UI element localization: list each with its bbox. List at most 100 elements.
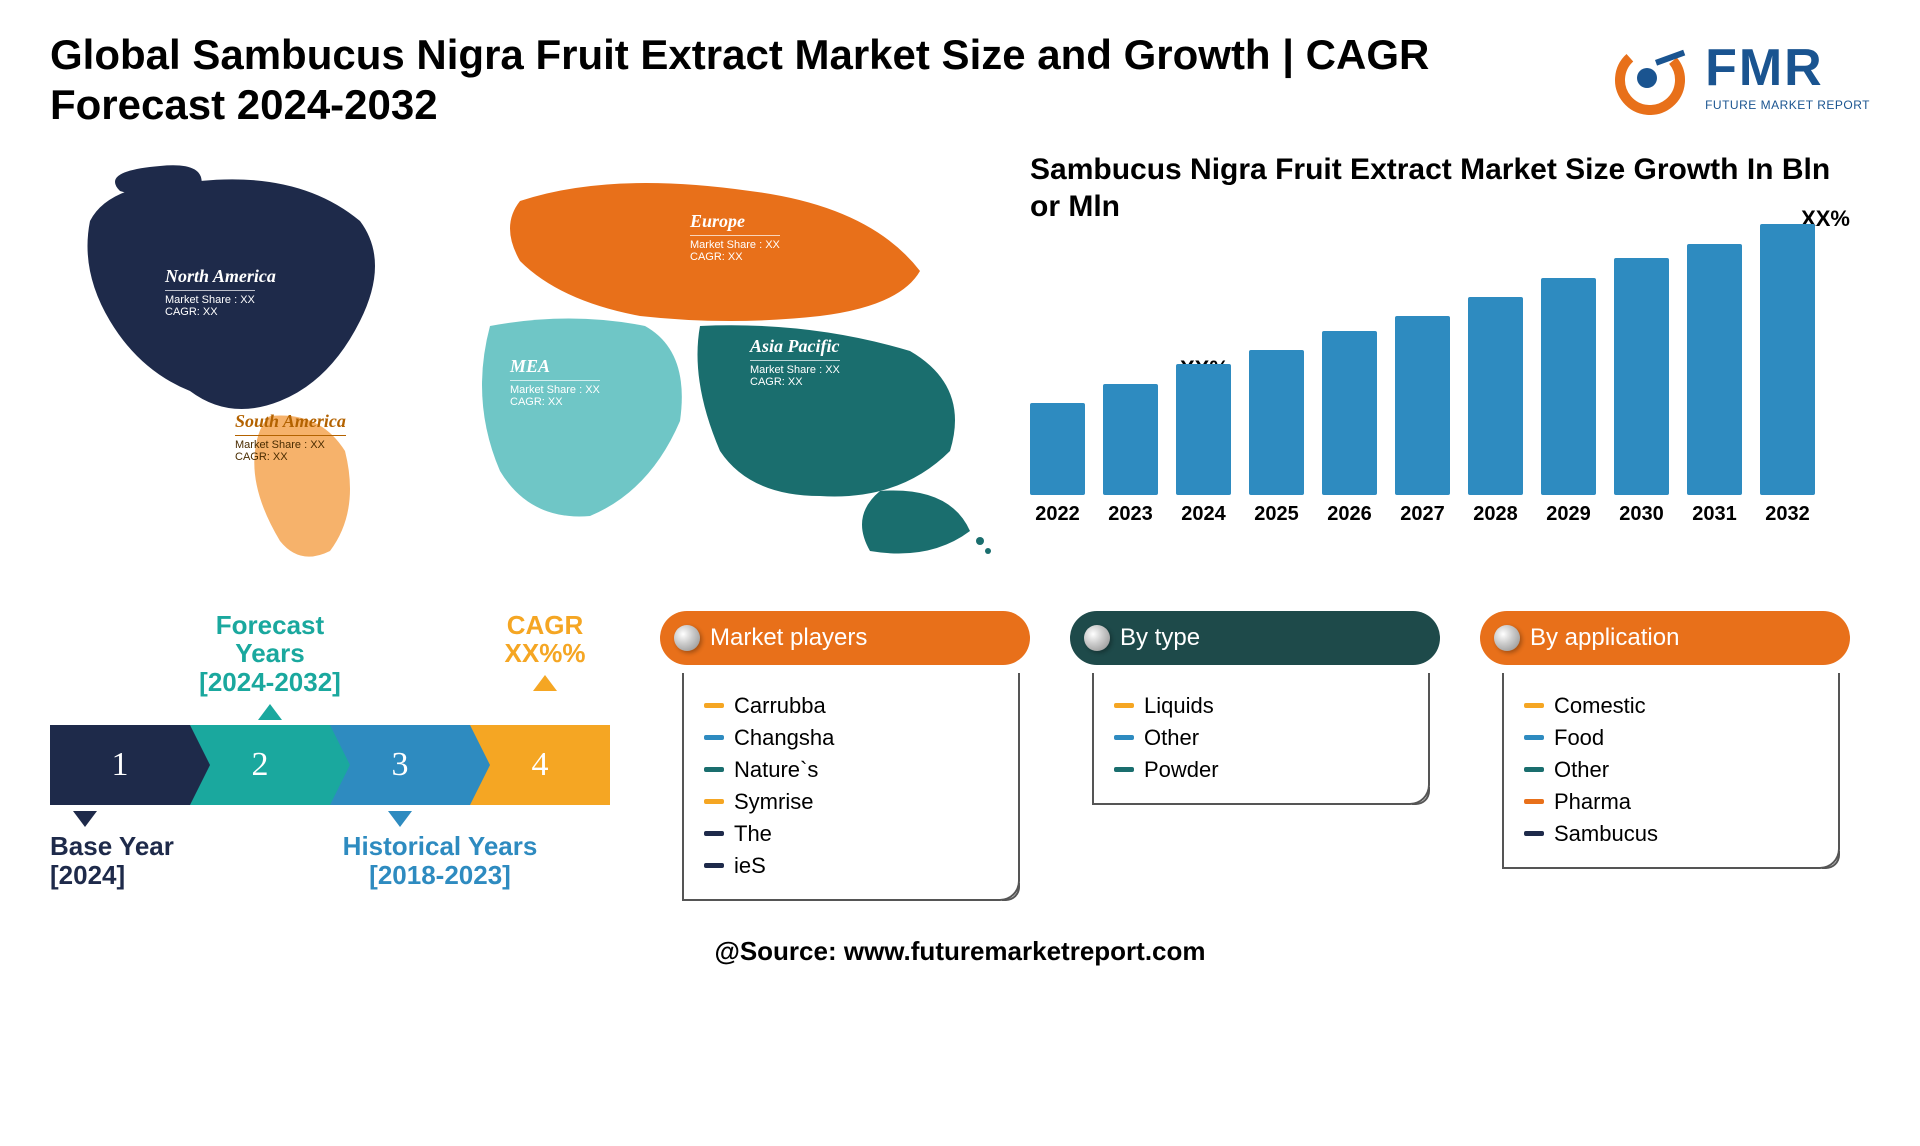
category-pill: By type <box>1070 611 1440 665</box>
bar-year-label: 2032 <box>1765 503 1810 526</box>
bar-year-label: 2025 <box>1254 503 1299 526</box>
list-dash-icon <box>704 799 724 804</box>
bar <box>1687 244 1742 495</box>
timeline-segment: 4 <box>470 725 610 805</box>
list-item: The <box>704 821 1008 847</box>
timeline-base: Base Year[2024] <box>50 832 230 889</box>
list-item-label: Liquids <box>1144 693 1214 719</box>
bar-col: 2025 <box>1249 350 1304 526</box>
category-pill: By application <box>1480 611 1850 665</box>
bar <box>1395 316 1450 495</box>
list-item-label: The <box>734 821 772 847</box>
list-item: Pharma <box>1524 789 1828 815</box>
list-item: Comestic <box>1524 693 1828 719</box>
bar <box>1103 384 1158 495</box>
list-item: Other <box>1524 757 1828 783</box>
bar-col: 2030 <box>1614 258 1669 526</box>
bar-year-label: 2027 <box>1400 503 1445 526</box>
list-item: Other <box>1114 725 1418 751</box>
list-item-label: Changsha <box>734 725 834 751</box>
bar-year-label: 2030 <box>1619 503 1664 526</box>
list-item: Nature`s <box>704 757 1008 783</box>
region-ap-cagr: CAGR: XX <box>750 376 803 388</box>
region-na-label: North America <box>165 266 276 287</box>
bar-col: 2027 <box>1395 316 1450 526</box>
list-item-label: Food <box>1554 725 1604 751</box>
region-na-cagr: CAGR: XX <box>165 306 218 318</box>
timeline-bar: 1234 <box>50 725 630 805</box>
list-dash-icon <box>704 831 724 836</box>
bar-col: 2023 <box>1103 384 1158 526</box>
logo: FMR FUTURE MARKET REPORT <box>1605 30 1870 120</box>
list-item-label: Comestic <box>1554 693 1646 719</box>
list-dash-icon <box>704 735 724 740</box>
list-item: Liquids <box>1114 693 1418 719</box>
region-sa-cagr: CAGR: XX <box>235 451 346 463</box>
bar-col: 2032 <box>1760 224 1815 525</box>
list-dash-icon <box>704 767 724 772</box>
timeline: Forecast Years[2024-2032] CAGRXX%% 1234 … <box>50 611 630 890</box>
timeline-historical: Historical Years[2018-2023] <box>320 832 560 889</box>
bar <box>1760 224 1815 494</box>
bar-col: 2022 <box>1030 403 1085 526</box>
list-item-label: Nature`s <box>734 757 818 783</box>
list-dash-icon <box>1114 703 1134 708</box>
bar-year-label: 2031 <box>1692 503 1737 526</box>
bar-col: 2029 <box>1541 278 1596 526</box>
bar-col: 2024 <box>1176 364 1231 525</box>
category-body: Comestic Food Other Pharma Sambucus <box>1502 673 1840 869</box>
timeline-cagr: CAGRXX%% <box>480 611 610 725</box>
list-item-label: Sambucus <box>1554 821 1658 847</box>
bar-year-label: 2022 <box>1035 503 1080 526</box>
bar-year-label: 2024 <box>1181 503 1226 526</box>
category-body: Liquids Other Powder <box>1092 673 1430 805</box>
list-item: Food <box>1524 725 1828 751</box>
list-item-label: Symrise <box>734 789 813 815</box>
category-column: Market players Carrubba Changsha Nature`s Sy… <box>660 611 1030 901</box>
region-eu-label: Europe <box>690 211 780 232</box>
category-column: By type Liquids Other Powder <box>1070 611 1440 901</box>
region-eu-cagr: CAGR: XX <box>690 251 743 263</box>
bar <box>1468 297 1523 495</box>
bar <box>1322 331 1377 495</box>
bar-year-label: 2023 <box>1108 503 1153 526</box>
source-credit: @Source: www.futuremarketreport.com <box>50 936 1870 967</box>
region-sa-share: Market Share : XX <box>235 435 346 451</box>
list-dash-icon <box>1524 799 1544 804</box>
list-item: Powder <box>1114 757 1418 783</box>
bar <box>1176 364 1231 494</box>
list-item: Symrise <box>704 789 1008 815</box>
region-sa-label: South America <box>235 411 346 432</box>
bar-year-label: 2026 <box>1327 503 1372 526</box>
category-pill: Market players <box>660 611 1030 665</box>
chart-title: Sambucus Nigra Fruit Extract Market Size… <box>1030 151 1860 226</box>
list-dash-icon <box>1524 767 1544 772</box>
region-ap-label: Asia Pacific <box>750 336 840 357</box>
bar <box>1614 258 1669 495</box>
category-body: CarrubbaChangshaNature`sSymriseTheieS <box>682 673 1020 901</box>
list-dash-icon <box>704 703 724 708</box>
list-dash-icon <box>1524 703 1544 708</box>
list-item: Carrubba <box>704 693 1008 719</box>
bar-col: 2028 <box>1468 297 1523 526</box>
list-dash-icon <box>1114 735 1134 740</box>
list-item-label: Powder <box>1144 757 1219 783</box>
page-title: Global Sambucus Nigra Fruit Extract Mark… <box>50 30 1450 131</box>
triangle-up-icon <box>258 704 282 720</box>
list-item-label: Other <box>1144 725 1199 751</box>
bar <box>1030 403 1085 495</box>
logo-text-sub: FUTURE MARKET REPORT <box>1705 98 1870 112</box>
list-dash-icon <box>704 863 724 868</box>
triangle-down-icon <box>73 811 97 827</box>
region-na-share: Market Share : XX <box>165 290 255 306</box>
bar <box>1249 350 1304 495</box>
world-map: North America Market Share : XX CAGR: XX… <box>50 151 1000 571</box>
region-eu-share: Market Share : XX <box>690 235 780 251</box>
list-item-label: Pharma <box>1554 789 1631 815</box>
triangle-down-icon <box>388 811 412 827</box>
timeline-segment: 2 <box>190 725 330 805</box>
logo-icon <box>1605 30 1695 120</box>
list-item: Sambucus <box>1524 821 1828 847</box>
bar <box>1541 278 1596 495</box>
list-item: Changsha <box>704 725 1008 751</box>
